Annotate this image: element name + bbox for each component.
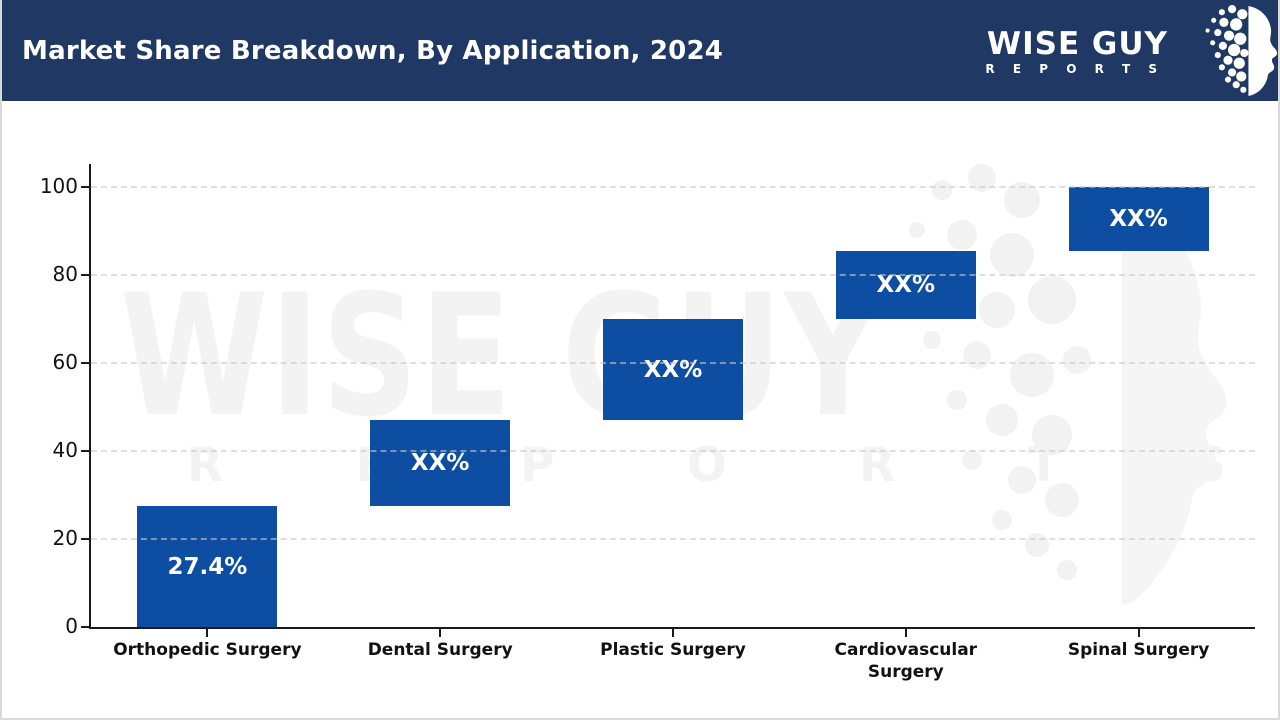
waterfall-bar-segment: XX% [370,420,511,507]
waterfall-bar-segment: XX% [1068,187,1209,251]
page-title: Market Share Breakdown, By Application, … [22,35,724,66]
y-gridline [91,538,1255,540]
y-gridline [91,362,1255,364]
x-axis-label: Dental Surgery [367,640,513,660]
x-axis-label: Plastic Surgery [600,640,746,660]
y-gridline [91,186,1255,188]
y-axis-tick [81,626,89,628]
header-band: Market Share Breakdown, By Application, … [2,0,1278,101]
y-axis-label: 60 [52,350,78,374]
y-axis-tick [81,274,89,276]
logo-wordmark: WISE GUY [986,26,1168,62]
waterfall-bar-segment: XX% [835,250,976,319]
logo-subtext: R E P O R T S [985,62,1164,76]
y-gridline [91,450,1255,452]
x-axis-label: Spinal Surgery [1067,640,1210,660]
bar-value-label: XX% [643,356,703,383]
wiseguy-logo: WISE GUY R E P O R T S [985,0,1278,101]
x-axis-label: Orthopedic Surgery [113,640,302,660]
x-axis-tick [904,629,907,637]
x-axis-line [89,627,1255,629]
bar-value-label: XX% [876,271,936,298]
watermark-head-icon [895,164,1227,605]
logo-head-icon [1205,5,1278,96]
y-axis-label: 40 [52,438,78,462]
y-axis-tick [81,450,89,452]
x-axis-tick [439,629,442,637]
bar-value-label: XX% [1109,205,1168,232]
y-axis-label: 20 [52,526,78,550]
y-axis-label: 100 [39,174,78,198]
y-axis-line [89,164,91,629]
bar-value-label: 27.4% [167,553,248,580]
x-axis-tick [1137,629,1140,637]
waterfall-bar-segment: 27.4% [137,506,278,627]
y-axis-tick [81,538,89,540]
waterfall-bar-segment: XX% [603,319,743,421]
y-axis-label: 0 [65,614,78,638]
y-gridline [91,274,1255,276]
bar-value-label: XX% [410,450,470,477]
y-axis-label: 80 [52,262,78,286]
x-axis-label: Cardiovascular Surgery [834,640,978,683]
x-axis-tick [672,629,674,637]
y-axis-tick [81,186,89,188]
x-axis-tick [206,629,209,637]
y-axis-tick [81,362,89,364]
